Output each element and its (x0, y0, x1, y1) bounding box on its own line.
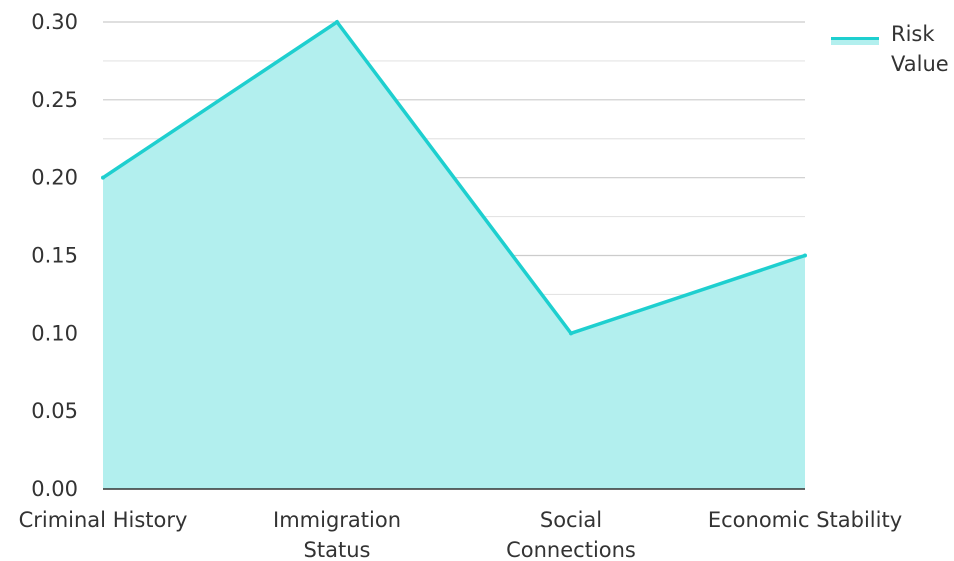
x-axis-labels: Criminal History Immigration Status Social C… (19, 508, 903, 561)
x-category-label: Economic Stability (708, 508, 902, 532)
y-axis-ticks: 0.00 0.05 0.10 0.15 0.20 0.25 0.30 (31, 10, 78, 501)
legend: Risk Value (831, 22, 949, 76)
legend-swatch-fill (831, 40, 879, 45)
x-category-label: Criminal History (19, 508, 188, 532)
y-tick-label: 0.15 (31, 244, 78, 268)
y-tick-label: 0.05 (31, 399, 78, 423)
y-tick-label: 0.10 (31, 321, 78, 345)
x-category-label: Social Connections (506, 508, 636, 561)
data-point-economic-stability (803, 253, 807, 258)
data-point-immigration-status (335, 20, 339, 24)
risk-value-area (103, 22, 805, 489)
x-category-label: Immigration Status (273, 508, 401, 561)
legend-label: Risk Value (891, 22, 949, 76)
data-points (101, 20, 807, 336)
y-tick-label: 0.25 (31, 88, 78, 112)
data-point-criminal-history (101, 175, 105, 180)
risk-value-line (102, 19, 806, 336)
data-point-social-connections (569, 331, 573, 336)
y-tick-label: 0.30 (31, 10, 78, 34)
y-tick-label: 0.00 (31, 477, 78, 501)
y-tick-label: 0.20 (31, 166, 78, 190)
